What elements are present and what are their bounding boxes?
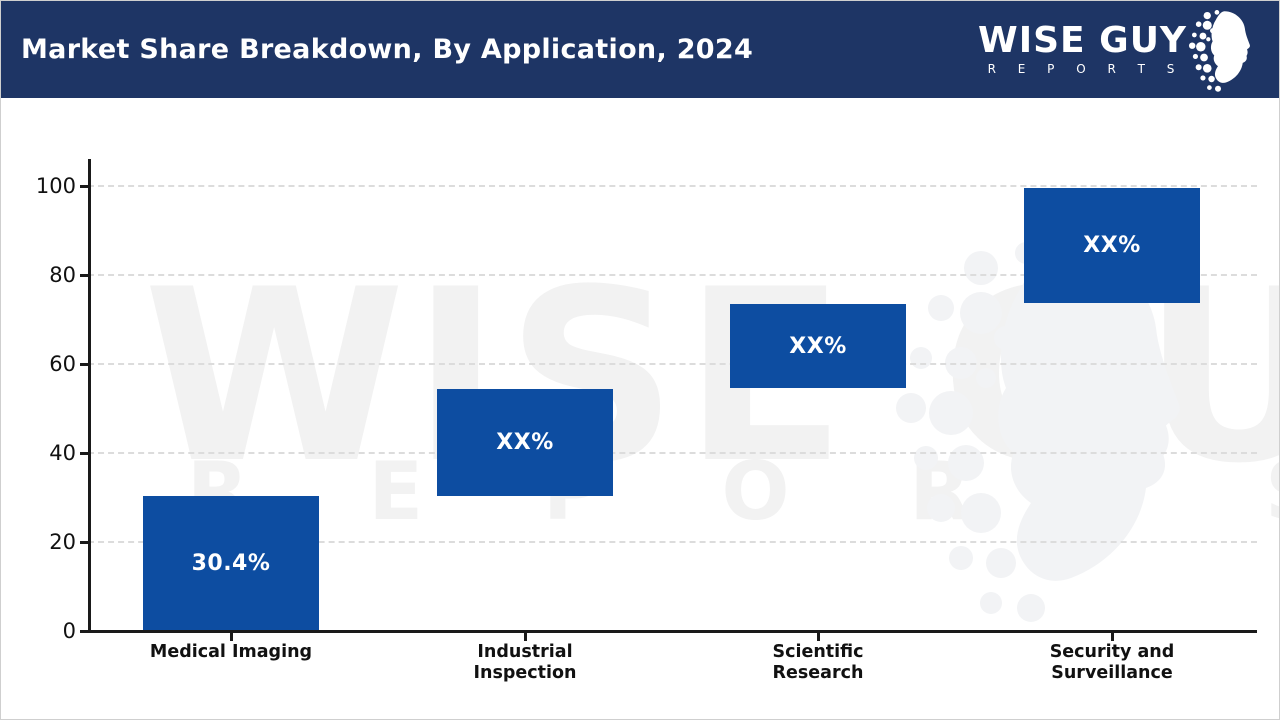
y-tick-mark [80, 541, 89, 544]
y-tick-label: 40 [49, 441, 76, 465]
y-gridline [88, 452, 1257, 454]
y-gridline [88, 274, 1257, 276]
brand-name: WISE GUY [977, 20, 1187, 61]
x-category-label: Medical Imaging [116, 642, 346, 663]
header-bar: Market Share Breakdown, By Application, … [1, 1, 1279, 98]
y-gridline [88, 363, 1257, 365]
page-title: Market Share Breakdown, By Application, … [21, 34, 754, 65]
y-tick-mark [80, 452, 89, 455]
y-tick-label: 60 [49, 352, 76, 376]
bar-scientific-research: XX% [730, 303, 906, 389]
y-tick-label: 80 [49, 263, 76, 287]
x-category-label-line: Scientific [772, 642, 864, 662]
bar-value-label: XX% [496, 429, 554, 455]
x-tick-mark [524, 632, 527, 641]
x-category-label-line: Medical Imaging [149, 642, 313, 662]
x-category-label-line: Industrial [477, 642, 573, 662]
brand-subname: R E P O R T S [987, 62, 1184, 76]
dotted-face-icon [1188, 9, 1250, 92]
x-axis-line [88, 630, 1257, 633]
y-tick-label: 100 [35, 174, 76, 198]
watermark-reports-text: R E P O R T S [187, 445, 1280, 538]
bar-industrial-inspection: XX% [437, 388, 613, 496]
bar-medical-imaging: 30.4% [143, 495, 319, 631]
brand-logo: WISE GUY R E P O R T S [978, 7, 1257, 93]
y-gridline [88, 541, 1257, 543]
y-gridline [88, 185, 1257, 187]
x-category-label-line: Research [772, 663, 864, 684]
x-tick-mark [817, 632, 820, 641]
bar-value-label: 30.4% [191, 550, 271, 576]
x-category-label: Security and Surveillance [997, 642, 1227, 685]
brand-logo-text: WISE GUY R E P O R T S [977, 20, 1187, 77]
x-category-label-line: Surveillance [1051, 663, 1173, 684]
x-category-label-line: Inspection [473, 663, 577, 684]
y-tick-label: 0 [62, 619, 76, 643]
x-category-label: Scientific Research [703, 642, 933, 685]
y-axis-line [88, 159, 91, 633]
x-tick-mark [1111, 632, 1114, 641]
bar-value-label: XX% [1083, 232, 1141, 258]
x-category-label: Industrial Inspection [410, 642, 640, 685]
x-tick-mark [230, 632, 233, 641]
y-tick-mark [80, 630, 89, 633]
y-tick-mark [80, 274, 89, 277]
bar-value-label: XX% [789, 333, 847, 359]
y-tick-mark [80, 185, 89, 188]
bar-security-and-surveillance: XX% [1024, 187, 1200, 303]
x-category-label-line: Security and [1049, 642, 1175, 662]
y-tick-mark [80, 363, 89, 366]
y-tick-label: 20 [49, 530, 76, 554]
